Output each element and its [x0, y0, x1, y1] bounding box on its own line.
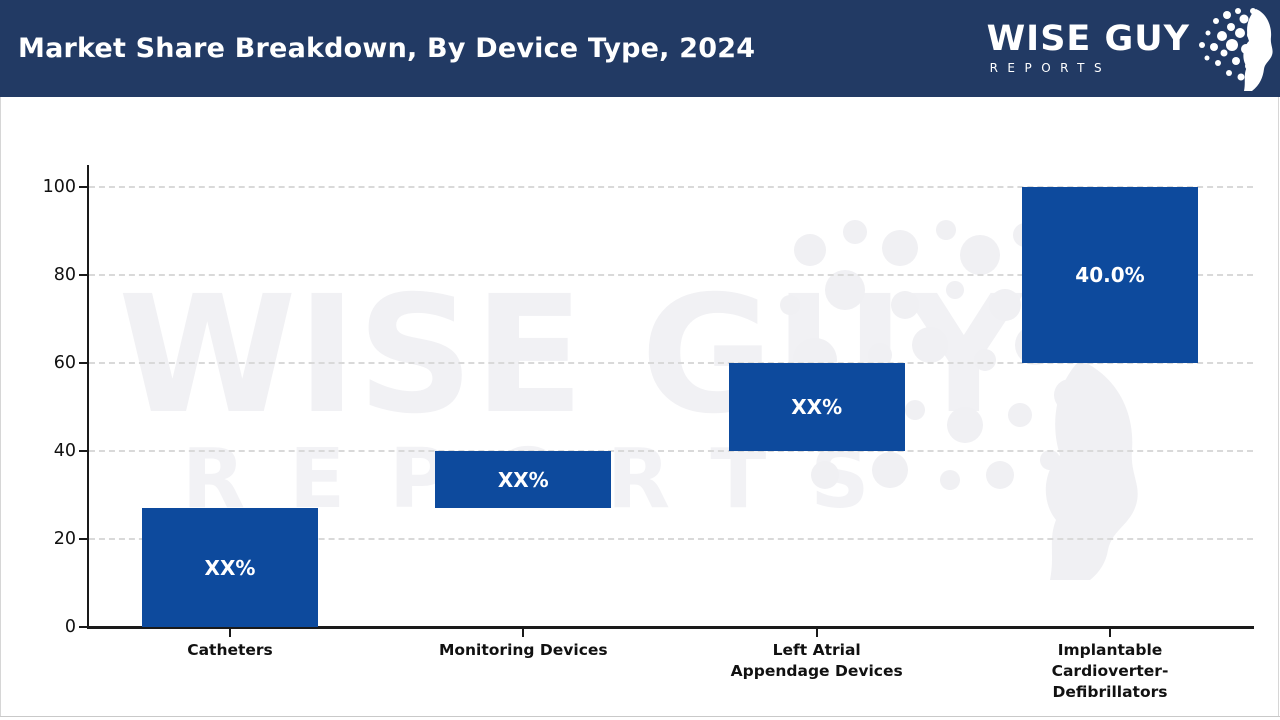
x-tick-2	[522, 629, 525, 637]
x-category-label-4: Implantable Cardioverter- Defibrillators	[1051, 641, 1169, 701]
y-tick-label-40: 40	[53, 441, 76, 461]
page-title: Market Share Breakdown, By Device Type, …	[18, 33, 756, 64]
y-tick-80	[79, 274, 89, 276]
gridline-20	[89, 538, 1253, 540]
bar-label-1: XX%	[204, 555, 256, 580]
card-right-border	[1278, 97, 1279, 717]
x-axis-line	[87, 626, 1254, 629]
y-tick-label-20: 20	[53, 529, 76, 549]
bar-label-4: 40.0%	[1075, 263, 1145, 287]
gridline-100	[89, 186, 1253, 188]
gridline-60	[89, 362, 1253, 364]
bar-label-2: XX%	[497, 467, 549, 492]
y-tick-label-80: 80	[53, 265, 76, 285]
x-tick-1	[229, 629, 231, 637]
y-tick-label-60: 60	[53, 353, 76, 373]
y-tick-60	[79, 362, 89, 364]
y-tick-100	[79, 186, 89, 188]
brand-logo-text: WISE GUY REPORTS	[986, 19, 1190, 76]
brand-logo: WISE GUY REPORTS	[987, 0, 1276, 97]
brand-name: WISE GUY	[986, 19, 1190, 59]
x-category-label-2: Monitoring Devices	[438, 641, 608, 659]
header-bar: Market Share Breakdown, By Device Type, …	[0, 0, 1280, 97]
x-tick-3	[815, 629, 818, 637]
gridline-40	[89, 450, 1253, 452]
x-category-label-1: Catheters	[187, 641, 273, 659]
dotted-head-profile-icon	[1199, 7, 1273, 91]
y-tick-0	[79, 626, 89, 628]
card-bottom-border	[0, 716, 1280, 717]
bar-label-3: XX%	[791, 395, 843, 419]
x-category-label-3: Left Atrial Appendage Devices	[730, 641, 903, 680]
y-tick-label-100: 100	[42, 177, 76, 197]
watermark-dotted-head-icon	[780, 220, 1138, 580]
y-axis-line	[87, 165, 89, 628]
y-tick-40	[79, 450, 89, 452]
bar-4	[1022, 187, 1198, 363]
y-tick-20	[79, 538, 89, 540]
brand-subname: REPORTS	[989, 61, 1112, 75]
gridline-80	[89, 274, 1253, 276]
bar-1	[142, 508, 318, 627]
card-left-border	[0, 97, 1, 717]
y-tick-label-0: 0	[64, 617, 76, 637]
bar-3	[728, 363, 905, 451]
x-tick-4	[1109, 629, 1111, 637]
bar-2	[435, 451, 612, 509]
